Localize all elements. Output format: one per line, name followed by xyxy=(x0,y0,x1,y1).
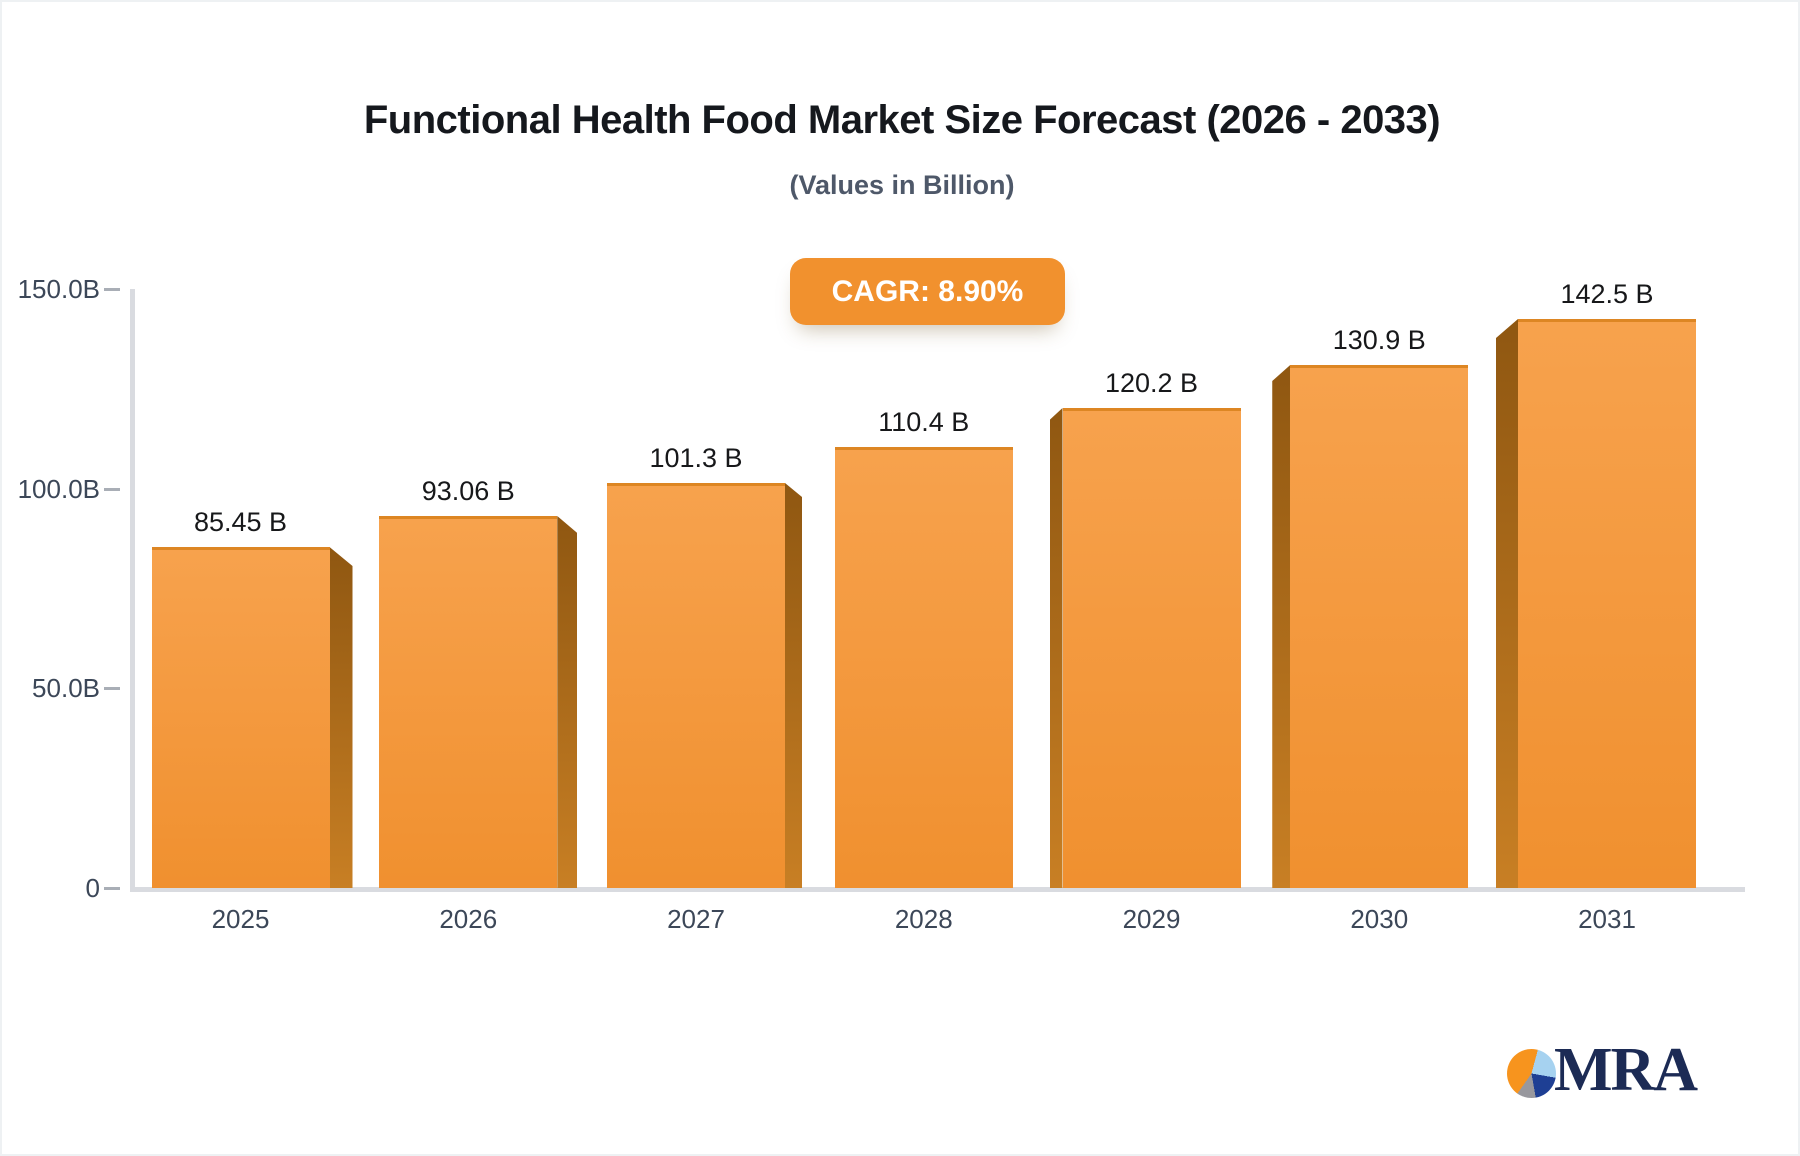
bar-2026 xyxy=(379,516,558,888)
x-axis-label-2029: 2029 xyxy=(1122,904,1181,934)
y-axis-label: 0 xyxy=(85,873,100,903)
bar-2027 xyxy=(607,483,785,888)
bar-2030 xyxy=(1290,365,1469,888)
bar-value-label-2031: 142.5 B xyxy=(1560,279,1654,309)
y-axis-tick xyxy=(104,687,120,691)
bar-value-label-2025: 85.45 B xyxy=(193,507,288,537)
x-axis-label-2030: 2030 xyxy=(1350,904,1409,934)
x-axis-label-2027: 2027 xyxy=(667,904,725,934)
bar-2031 xyxy=(1518,319,1696,888)
bar-value-label-2029: 120.2 B xyxy=(1104,368,1199,398)
bar-side-2031 xyxy=(1496,319,1518,888)
y-axis-label: 150.0B xyxy=(17,274,100,304)
bar-side-2025 xyxy=(329,547,353,888)
bar-value-label-2030: 130.9 B xyxy=(1332,325,1426,355)
x-axis-label-2031: 2031 xyxy=(1578,904,1636,934)
brand-logo: MRA xyxy=(1507,1036,1698,1104)
brand-logo-text: MRA xyxy=(1554,1036,1698,1104)
pie-chart-logo-icon xyxy=(1507,1048,1556,1098)
bar-side-2026 xyxy=(557,516,578,888)
bar-side-2027 xyxy=(785,483,802,888)
bar-value-label-2027: 101.3 B xyxy=(649,443,743,473)
x-axis-label-2028: 2028 xyxy=(894,904,953,934)
bar-2029 xyxy=(1062,408,1241,888)
bar-side-2030 xyxy=(1272,365,1291,888)
chart-subtitle: (Values in Billion) xyxy=(789,170,1015,200)
cagr-badge: CAGR: 8.90% xyxy=(790,258,1065,325)
y-axis-tick xyxy=(104,887,120,890)
bar-value-label-2028: 110.4 B xyxy=(878,407,970,437)
x-axis-label-2025: 2025 xyxy=(211,904,270,934)
chart-title: Functional Health Food Market Size Forec… xyxy=(363,98,1441,142)
x-axis-label-2026: 2026 xyxy=(439,904,498,934)
cagr-badge-label: CAGR: 8.90% xyxy=(831,274,1024,308)
bar-side-2029 xyxy=(1049,408,1063,888)
bar-value-label-2026: 93.06 B xyxy=(421,476,515,506)
y-axis-label: 100.0B xyxy=(17,473,100,504)
bar-2028 xyxy=(834,447,1013,888)
bar-2025 xyxy=(151,547,330,888)
y-axis-tick xyxy=(104,288,120,291)
x-axis-line xyxy=(130,887,1745,892)
y-axis-line xyxy=(130,289,135,892)
y-axis-label: 50.0B xyxy=(32,673,100,704)
y-axis-tick xyxy=(104,487,120,491)
